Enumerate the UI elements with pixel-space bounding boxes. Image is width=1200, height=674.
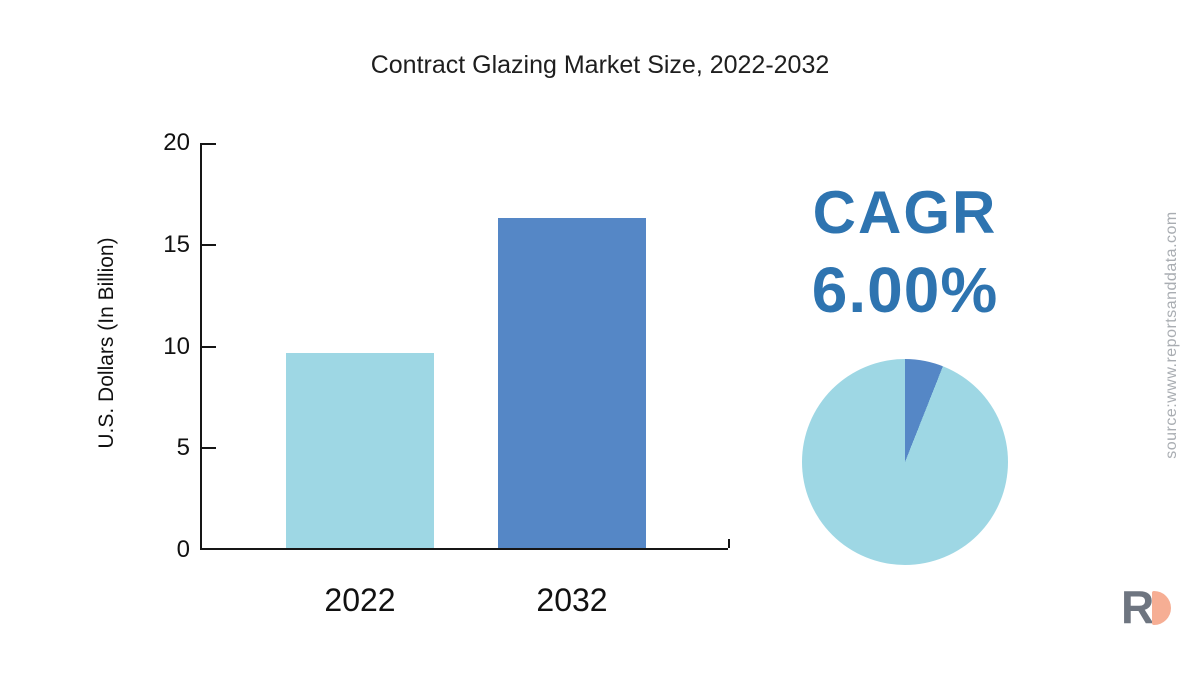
cagr-value: 6.00% <box>811 254 999 326</box>
brand-logo: R <box>1121 581 1172 633</box>
logo-letter-r: R <box>1121 581 1154 633</box>
logo-d-mark <box>1152 590 1172 625</box>
bar-2032 <box>498 218 646 548</box>
pie-chart <box>802 359 1008 565</box>
source-note: source:www.reportsanddata.com <box>1163 211 1180 459</box>
y-axis-tick-15 <box>202 243 216 246</box>
x-tick-label-2022: 2022 <box>324 582 396 618</box>
y-tick-label-20: 20 <box>163 129 190 156</box>
y-tick-label-10: 10 <box>163 332 190 360</box>
y-axis-label: U.S. Dollars (In Billion) <box>95 237 118 449</box>
y-axis-tick-5 <box>202 447 216 450</box>
x-axis-end-tick <box>728 539 730 548</box>
y-axis-tick-20 <box>202 143 216 145</box>
y-tick-label-15: 15 <box>163 230 190 258</box>
x-tick-label-2032: 2032 <box>536 582 608 618</box>
cagr-block: CAGR 6.00% <box>755 179 1055 326</box>
chart-title: Contract Glazing Market Size, 2022-2032 <box>370 51 830 79</box>
bar-2022 <box>286 352 434 548</box>
y-tick-label-5: 5 <box>176 434 190 462</box>
cagr-label: CAGR <box>812 179 998 246</box>
y-axis-tick-10 <box>202 345 216 348</box>
y-tick-label-0: 0 <box>176 536 190 563</box>
bar-plot-area: 0 5 10 15 20 2022 2032 <box>163 131 730 616</box>
